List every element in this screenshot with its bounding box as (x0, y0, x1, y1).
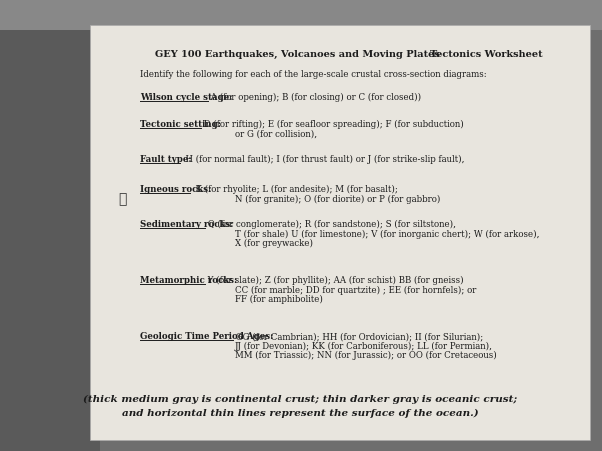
Text: GG (for Cambrian); HH (for Ordovician); II (for Silurian);: GG (for Cambrian); HH (for Ordovician); … (234, 332, 484, 341)
Text: ✓: ✓ (118, 192, 126, 206)
Text: Tectonic setting:: Tectonic setting: (140, 120, 221, 129)
Text: Identify the following for each of the large-scale crustal cross-section diagram: Identify the following for each of the l… (140, 70, 486, 79)
Text: and horizontal thin lines represent the surface of the ocean.): and horizontal thin lines represent the … (122, 409, 479, 418)
Text: CC (for marble; DD for quartzite) ; EE (for hornfels); or: CC (for marble; DD for quartzite) ; EE (… (235, 285, 476, 295)
Text: Wilson cycle stage:: Wilson cycle stage: (140, 93, 232, 102)
Text: Sedimentary rocks:: Sedimentary rocks: (140, 220, 234, 229)
Text: (thick medium gray is continental crust; thin darker gray is oceanic crust;: (thick medium gray is continental crust;… (83, 395, 517, 404)
Text: D (for rifting); E (for seafloor spreading); F (for subduction): D (for rifting); E (for seafloor spreadi… (201, 120, 464, 129)
Text: T (for shale) U (for limestone); V (for inorganic chert); W (for arkose),: T (for shale) U (for limestone); V (for … (235, 230, 539, 239)
Text: GEY 100 Earthquakes, Volcanoes and Moving Plates: GEY 100 Earthquakes, Volcanoes and Movin… (155, 50, 440, 59)
Text: Q (for conglomerate); R (for sandstone); S (for siltstone),: Q (for conglomerate); R (for sandstone);… (205, 220, 456, 229)
Bar (0, 0, 602, 30)
Bar (90, 25, 590, 440)
Text: Y (for slate); Z (for phyllite); AA (for schist) BB (for gneiss): Y (for slate); Z (for phyllite); AA (for… (205, 276, 464, 285)
Text: X (for greywacke): X (for greywacke) (235, 239, 313, 249)
Text: MM (for Triassic); NN (for Jurassic); or OO (for Cretaceous): MM (for Triassic); NN (for Jurassic); or… (235, 351, 497, 360)
Text: FF (for amphibolite): FF (for amphibolite) (235, 295, 323, 304)
Text: N (for granite); O (for diorite) or P (for gabbro): N (for granite); O (for diorite) or P (f… (235, 195, 441, 204)
Text: A (for opening); B (for closing) or C (for closed)): A (for opening); B (for closing) or C (f… (208, 93, 421, 102)
Text: Metamorphic rocks:: Metamorphic rocks: (140, 276, 237, 285)
Text: H (for normal fault); I (for thrust fault) or J (for strike-slip fault),: H (for normal fault); I (for thrust faul… (179, 155, 464, 164)
Text: Tectonics Worksheet: Tectonics Worksheet (430, 50, 542, 59)
Text: Igneous rocks:: Igneous rocks: (140, 185, 211, 194)
Bar (0, 0, 100, 451)
Text: Fault type:: Fault type: (140, 155, 191, 164)
Text: JJ (for Devonian); KK (for Carboniferous); LL (for Permian),: JJ (for Devonian); KK (for Carboniferous… (235, 341, 493, 351)
Text: K (for rhyolite; L (for andesite); M (for basalt);: K (for rhyolite; L (for andesite); M (fo… (190, 185, 398, 194)
Text: or G (for collision),: or G (for collision), (235, 129, 317, 138)
Text: Geologic Time Period Ages:: Geologic Time Period Ages: (140, 332, 273, 341)
